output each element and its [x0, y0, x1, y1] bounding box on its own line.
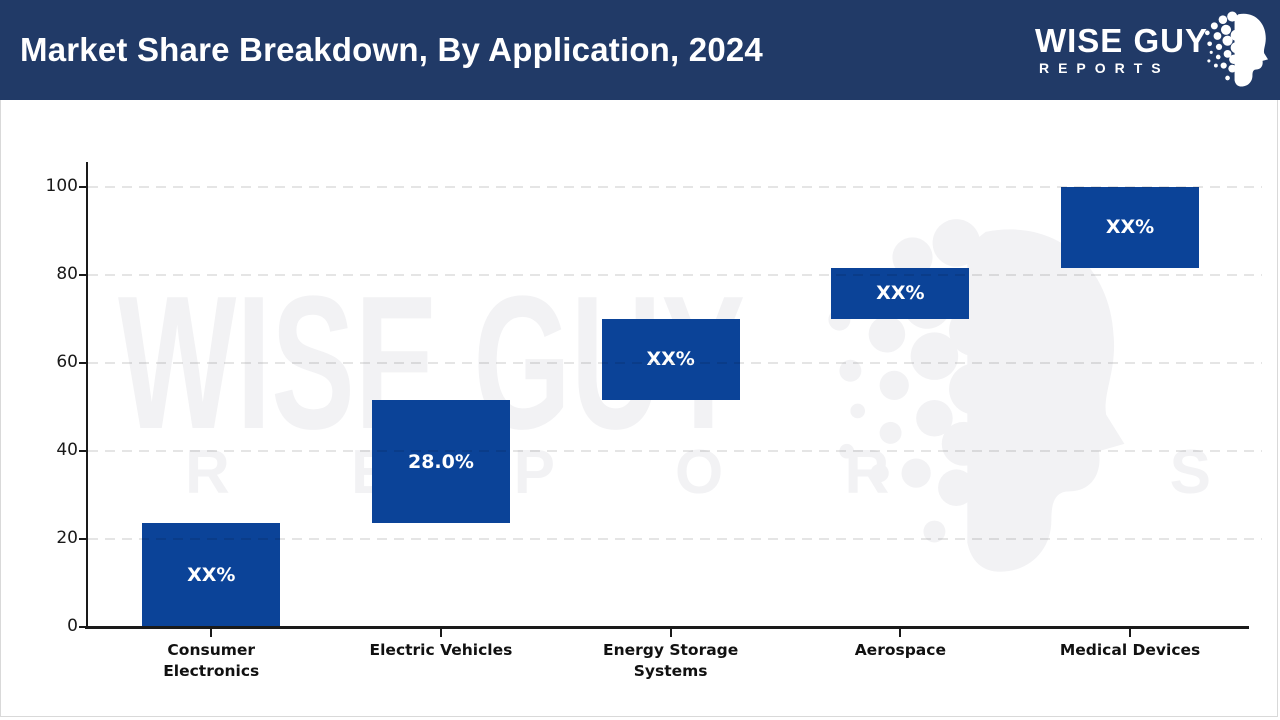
- wise-guy-logo: WISE GUY REPORTS: [1035, 6, 1268, 94]
- category-label-electric-vehicles: Electric Vehicles: [369, 641, 513, 659]
- bar-value-label-energy-storage-systems: XX%: [646, 348, 695, 371]
- x-tick-energy-storage-systems: [669, 629, 672, 637]
- bar-value-label-medical-devices: XX%: [1105, 216, 1155, 239]
- x-tick-aerospace: [899, 629, 902, 637]
- category-label-aerospace: Aerospace: [854, 641, 946, 659]
- logo-text: WISE GUY REPORTS: [1035, 24, 1208, 76]
- gridline-60: [88, 361, 1262, 364]
- x-axis-line: [85, 626, 1249, 629]
- y-tick-label-80: 80: [56, 263, 78, 284]
- y-tick-20: [79, 537, 87, 540]
- gridline-100: [88, 185, 1262, 188]
- category-label-medical-devices: Medical Devices: [1059, 641, 1201, 659]
- bar-electric-vehicles: 28.0%: [371, 400, 510, 524]
- bar-energy-storage-systems: XX%: [601, 318, 740, 401]
- x-tick-electric-vehicles: [439, 629, 442, 637]
- x-tick-medical-devices: [1129, 629, 1132, 637]
- bar-medical-devices: XX%: [1061, 186, 1200, 268]
- logo-wordmark: WISE GUY: [1034, 22, 1208, 59]
- y-tick-label-20: 20: [56, 527, 78, 548]
- bar-value-label-aerospace: XX%: [876, 282, 925, 305]
- gridline-40: [88, 449, 1262, 452]
- bar-value-label-consumer-electronics: XX%: [187, 564, 236, 587]
- y-tick-60: [79, 361, 87, 364]
- bar-value-label-electric-vehicles: 28.0%: [407, 450, 474, 473]
- y-tick-80: [79, 273, 87, 276]
- y-tick-100: [79, 185, 87, 188]
- y-tick-label-100: 100: [45, 175, 78, 196]
- logo-subtext: REPORTS: [1038, 60, 1170, 76]
- y-tick-label-60: 60: [56, 351, 78, 372]
- page-title: Market Share Breakdown, By Application, …: [20, 31, 763, 68]
- bar-consumer-electronics: XX%: [142, 523, 281, 627]
- logo-head-icon: [1205, 11, 1268, 87]
- y-axis-line: [86, 162, 88, 627]
- y-tick-label-40: 40: [56, 439, 78, 460]
- gridline-80: [88, 273, 1262, 276]
- gridline-20: [88, 537, 1262, 540]
- category-label-energy-storage-systems: Energy Storage Systems: [602, 641, 739, 680]
- y-tick-0: [79, 626, 87, 628]
- category-label-consumer-electronics: Consumer Electronics: [163, 641, 260, 680]
- header-bar: Market Share Breakdown, By Application, …: [0, 0, 1280, 100]
- y-tick-40: [79, 449, 87, 452]
- x-tick-consumer-electronics: [210, 629, 213, 637]
- y-tick-label-0: 0: [67, 616, 78, 636]
